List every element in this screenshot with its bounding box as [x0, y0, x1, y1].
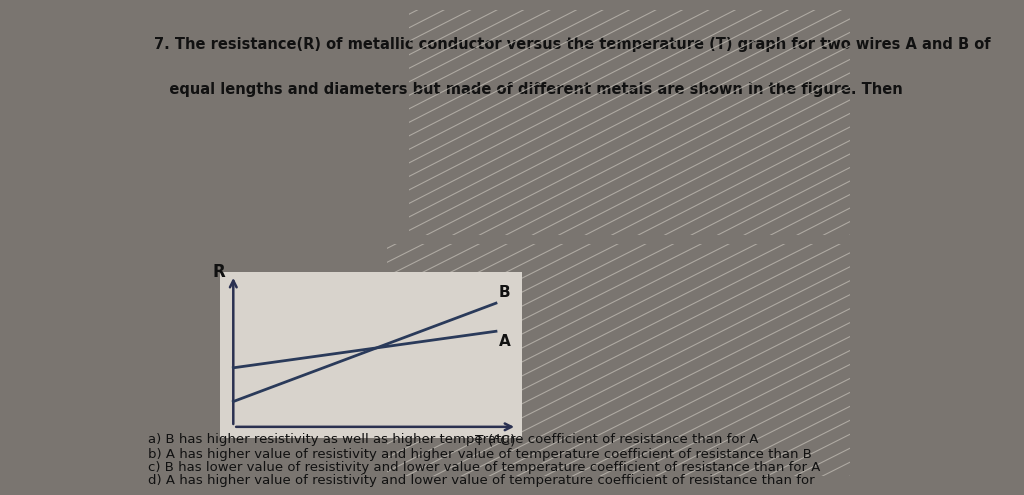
Text: T (°C): T (°C) — [475, 434, 515, 448]
Text: equal lengths and diameters but made of different metals are shown in the figure: equal lengths and diameters but made of … — [154, 82, 902, 97]
Text: d) A has higher value of resistivity and lower value of temperature coefficient : d) A has higher value of resistivity and… — [148, 474, 815, 487]
Text: B: B — [499, 285, 510, 300]
Text: 7. The resistance(R) of metallic conductor versus the temperature (T) graph for : 7. The resistance(R) of metallic conduct… — [154, 37, 990, 52]
Text: a) B has higher resistivity as well as higher temperature coefficient of resista: a) B has higher resistivity as well as h… — [148, 434, 759, 446]
Text: R: R — [213, 263, 225, 281]
Text: b) A has higher value of resistivity and higher value of temperature coefficient: b) A has higher value of resistivity and… — [148, 448, 812, 461]
Text: c) B has lower value of resistivity and lower value of temperature coefficient o: c) B has lower value of resistivity and … — [148, 461, 821, 474]
Text: A: A — [499, 334, 510, 349]
